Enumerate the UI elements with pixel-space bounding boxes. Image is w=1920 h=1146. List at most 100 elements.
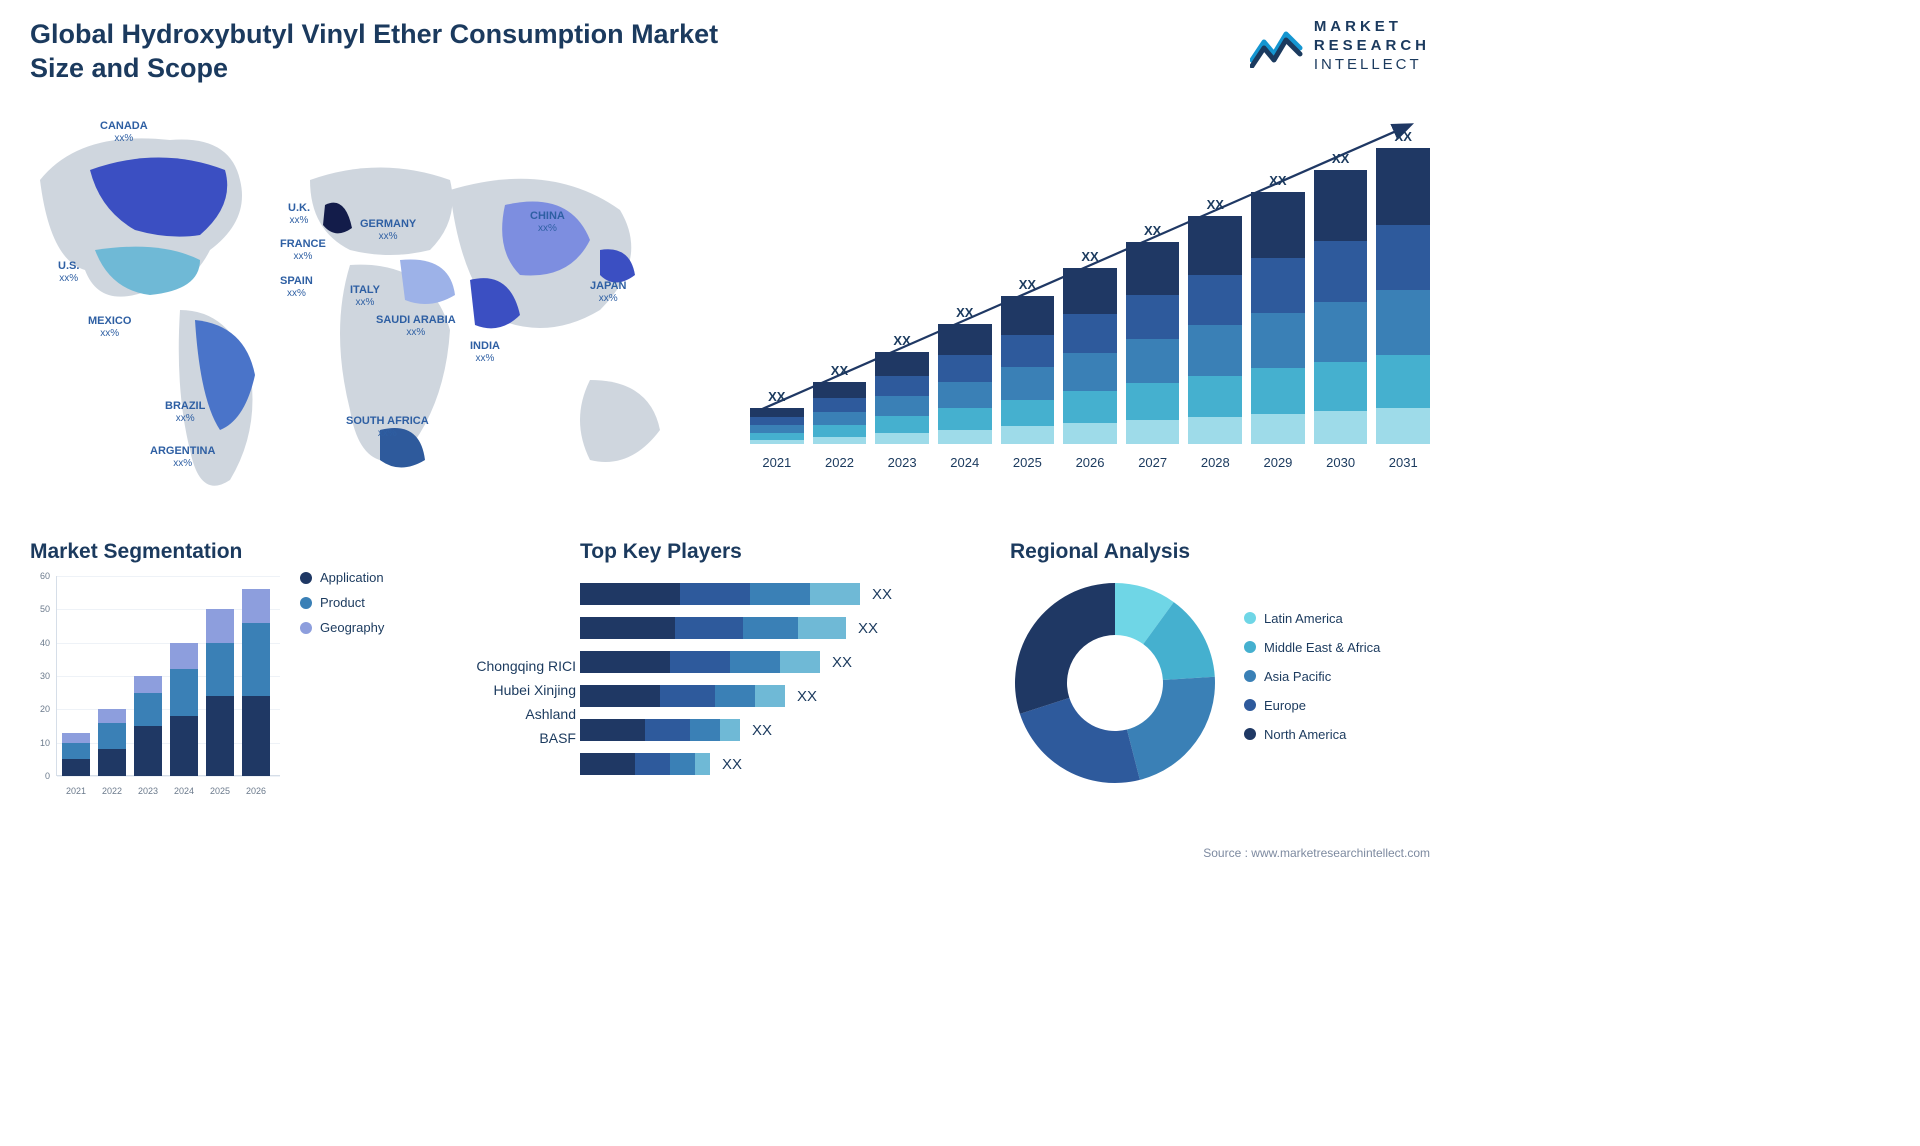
- map-label-argentina: ARGENTINAxx%: [150, 445, 215, 469]
- regional-section: Regional Analysis Latin America Middle Ea…: [1010, 540, 1430, 788]
- key-players-heading: Top Key Players: [580, 540, 1000, 564]
- kp-value: XX: [858, 620, 878, 637]
- brand-logo-line3: INTELLECT: [1314, 56, 1430, 75]
- world-map: CANADAxx%U.S.xx%MEXICOxx%BRAZILxx%ARGENT…: [30, 110, 680, 510]
- kp-row: XX: [580, 616, 1000, 640]
- segmentation-legend: ApplicationProductGeography: [300, 570, 384, 645]
- kp-value: XX: [797, 688, 817, 705]
- key-players-chart: XXXXXXXXXXXX Chongqing RICIHubei Xinjing…: [580, 582, 1000, 802]
- map-label-japan: JAPANxx%: [590, 280, 626, 304]
- kp-label: Ashland: [476, 706, 576, 722]
- seg-legend-item: Application: [300, 570, 384, 585]
- seg-bar-2023: [134, 676, 162, 776]
- forecast-year-label: 2030: [1314, 455, 1368, 470]
- kp-row: XX: [580, 650, 1000, 674]
- forecast-bar-label: XX: [1207, 197, 1224, 212]
- forecast-bar-2025: XX: [1001, 277, 1055, 444]
- kp-value: XX: [722, 756, 742, 773]
- regional-legend-item: North America: [1244, 727, 1380, 742]
- seg-xlabel: 2022: [98, 786, 126, 796]
- seg-xlabel: 2024: [170, 786, 198, 796]
- forecast-bar-label: XX: [956, 305, 973, 320]
- map-label-italy: ITALYxx%: [350, 284, 380, 308]
- forecast-bar-label: XX: [893, 333, 910, 348]
- seg-bar-2025: [206, 609, 234, 776]
- map-label-u-k-: U.K.xx%: [288, 202, 310, 226]
- kp-row: XX: [580, 582, 1000, 606]
- regional-legend-item: Asia Pacific: [1244, 669, 1380, 684]
- segmentation-heading: Market Segmentation: [30, 540, 460, 564]
- map-label-canada: CANADAxx%: [100, 120, 148, 144]
- map-label-brazil: BRAZILxx%: [165, 400, 205, 424]
- forecast-year-label: 2026: [1063, 455, 1117, 470]
- forecast-year-label: 2025: [1001, 455, 1055, 470]
- forecast-bar-2024: XX: [938, 305, 992, 444]
- seg-ytick: 20: [40, 704, 50, 714]
- regional-legend-item: Latin America: [1244, 611, 1380, 626]
- forecast-bar-2027: XX: [1126, 223, 1180, 444]
- kp-row: XX: [580, 718, 1000, 742]
- forecast-year-label: 2022: [813, 455, 867, 470]
- seg-bar-2021: [62, 733, 90, 776]
- forecast-bar-label: XX: [1269, 173, 1286, 188]
- forecast-bar-2021: XX: [750, 389, 804, 444]
- forecast-year-label: 2023: [875, 455, 929, 470]
- source-text: Source : www.marketresearchintellect.com: [1203, 846, 1430, 860]
- regional-legend: Latin America Middle East & Africa Asia Pa…: [1244, 611, 1380, 756]
- kp-value: XX: [832, 654, 852, 671]
- forecast-bar-label: XX: [1332, 151, 1349, 166]
- seg-xlabel: 2026: [242, 786, 270, 796]
- kp-label: Chongqing RICI: [476, 658, 576, 674]
- map-label-china: CHINAxx%: [530, 210, 565, 234]
- map-label-india: INDIAxx%: [470, 340, 500, 364]
- map-label-south-africa: SOUTH AFRICAxx%: [346, 415, 429, 439]
- forecast-bar-label: XX: [1019, 277, 1036, 292]
- seg-bar-2026: [242, 589, 270, 776]
- forecast-bar-2022: XX: [813, 363, 867, 444]
- seg-ytick: 0: [45, 771, 50, 781]
- kp-label: Hubei Xinjing: [476, 682, 576, 698]
- forecast-year-label: 2024: [938, 455, 992, 470]
- donut-slice-europe: [1020, 698, 1140, 783]
- kp-label: BASF: [476, 730, 576, 746]
- donut-slice-asia-pacific: [1127, 677, 1215, 780]
- kp-value: XX: [872, 586, 892, 603]
- forecast-chart: XX XX XX XX XX XX XX XX XX XX XX 2021 2022 2023 2024 2…: [730, 110, 1430, 470]
- brand-logo-icon: [1250, 24, 1304, 68]
- kp-row: XX: [580, 752, 1000, 776]
- regional-donut: [1010, 578, 1220, 788]
- forecast-bar-label: XX: [1395, 129, 1412, 144]
- segmentation-section: Market Segmentation 0102030405060 202120…: [30, 540, 460, 796]
- forecast-year-label: 2021: [750, 455, 804, 470]
- forecast-bar-2029: XX: [1251, 173, 1305, 444]
- regional-heading: Regional Analysis: [1010, 540, 1430, 564]
- donut-slice-north-america: [1015, 583, 1115, 714]
- forecast-bar-label: XX: [831, 363, 848, 378]
- forecast-bar-label: XX: [1144, 223, 1161, 238]
- map-label-france: FRANCExx%: [280, 238, 326, 262]
- kp-row: XX: [580, 684, 1000, 708]
- seg-ytick: 60: [40, 571, 50, 581]
- forecast-bar-2030: XX: [1314, 151, 1368, 444]
- forecast-bar-2031: XX: [1376, 129, 1430, 444]
- segmentation-chart: 0102030405060 202120222023202420252026: [30, 576, 280, 796]
- forecast-bar-label: XX: [768, 389, 785, 404]
- seg-bar-2024: [170, 643, 198, 776]
- forecast-bar-2028: XX: [1188, 197, 1242, 444]
- seg-legend-item: Product: [300, 595, 384, 610]
- key-players-section: Top Key Players XXXXXXXXXXXX Chongqing R…: [580, 540, 1000, 802]
- seg-ytick: 40: [40, 638, 50, 648]
- seg-ytick: 30: [40, 671, 50, 681]
- seg-xlabel: 2021: [62, 786, 90, 796]
- brand-logo-text: MARKET RESEARCH INTELLECT: [1314, 18, 1430, 74]
- forecast-year-label: 2027: [1126, 455, 1180, 470]
- seg-ytick: 10: [40, 738, 50, 748]
- brand-logo-line1: MARKET: [1314, 18, 1430, 37]
- brand-logo-line2: RESEARCH: [1314, 37, 1430, 56]
- seg-bar-2022: [98, 709, 126, 776]
- seg-xlabel: 2023: [134, 786, 162, 796]
- page-title: Global Hydroxybutyl Vinyl Ether Consumpt…: [30, 18, 750, 86]
- forecast-bar-label: XX: [1081, 249, 1098, 264]
- regional-legend-item: Middle East & Africa: [1244, 640, 1380, 655]
- map-label-saudi-arabia: SAUDI ARABIAxx%: [376, 314, 456, 338]
